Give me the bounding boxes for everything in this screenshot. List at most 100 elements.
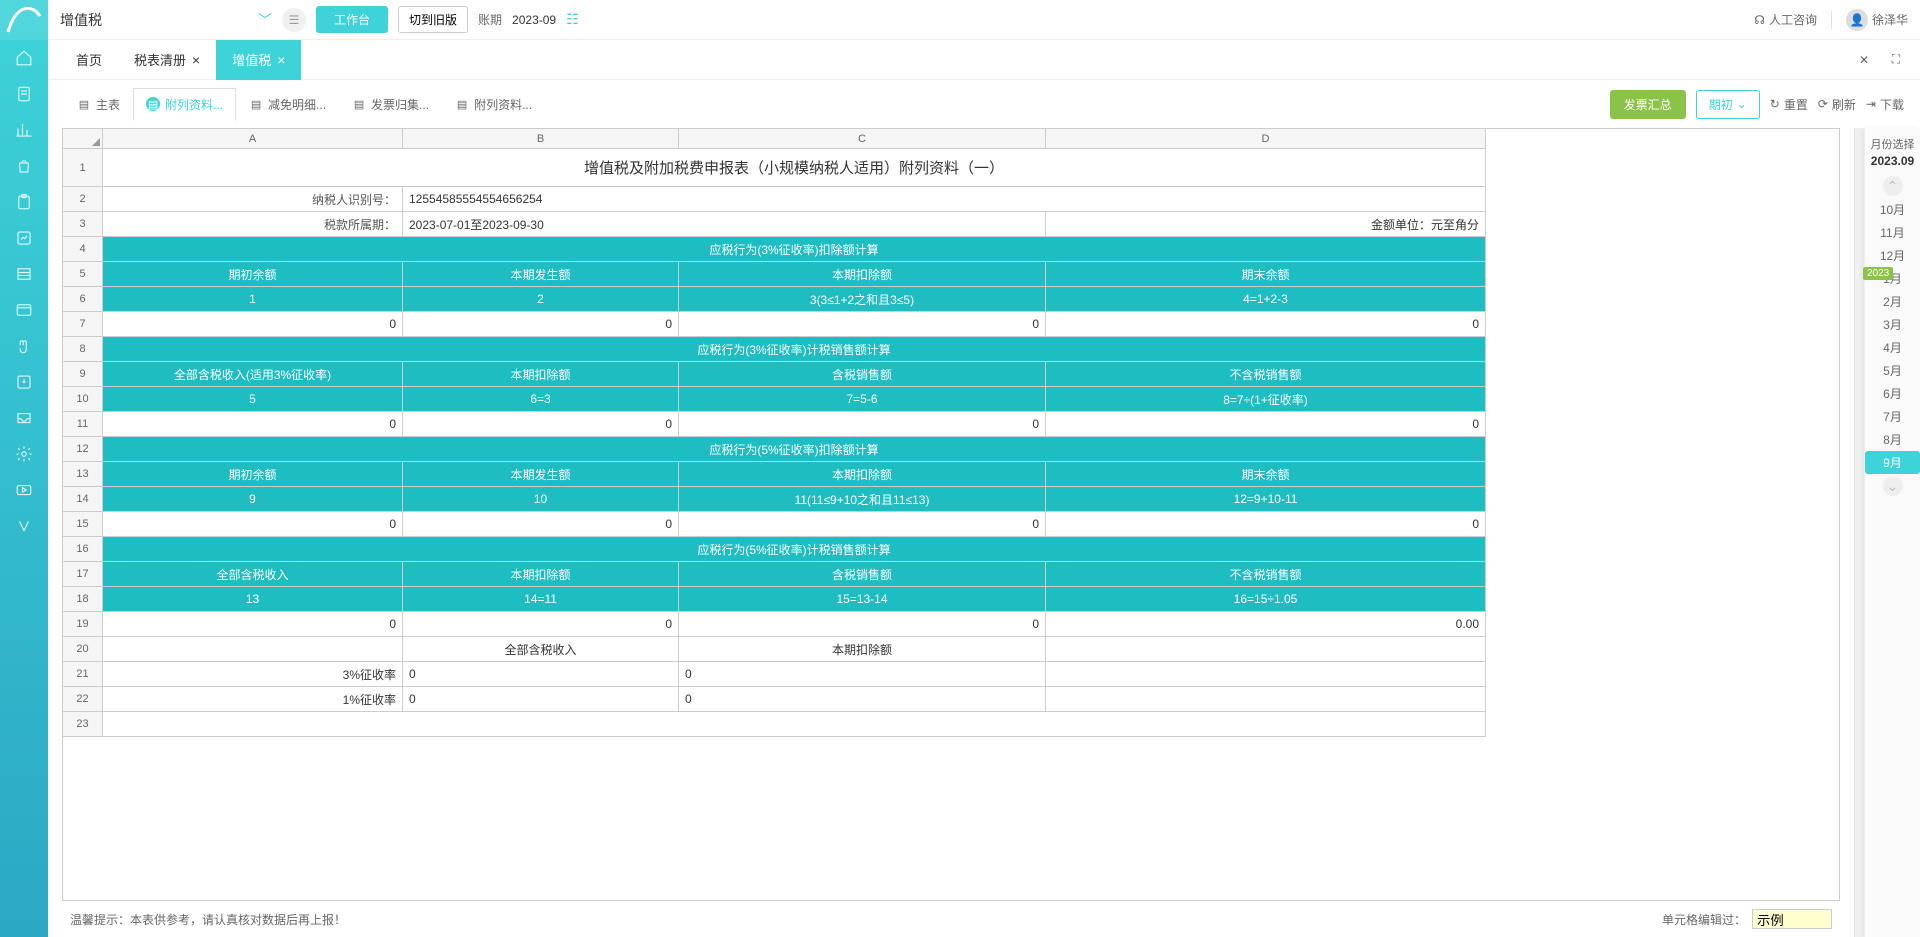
v-icon[interactable]: [0, 508, 48, 544]
note-icon[interactable]: ☰: [282, 8, 306, 32]
rate-label[interactable]: 1%征收率: [103, 687, 403, 712]
col-formula[interactable]: 14=11: [403, 587, 679, 612]
close-icon[interactable]: ×: [192, 52, 200, 68]
sub-tab[interactable]: ▤发票归集...: [339, 88, 442, 121]
section-title[interactable]: 应税行为(3%征收率)扣除额计算: [103, 237, 1486, 262]
col-formula[interactable]: 15=13-14: [679, 587, 1046, 612]
col-label[interactable]: 不含税销售额: [1046, 562, 1486, 587]
value-cell[interactable]: 0: [403, 412, 679, 437]
month-item[interactable]: 3月: [1865, 313, 1920, 336]
col-label[interactable]: 本期扣除额: [403, 562, 679, 587]
month-item[interactable]: 10月: [1865, 198, 1920, 221]
consult-button[interactable]: ☊ 人工咨询: [1754, 11, 1817, 28]
value-cell[interactable]: 0: [103, 412, 403, 437]
sub-tab[interactable]: ▤附列资料...: [442, 88, 545, 121]
main-tab[interactable]: 增值税×: [216, 40, 301, 80]
section-title[interactable]: 应税行为(5%征收率)计税销售额计算: [103, 537, 1486, 562]
sheet-title[interactable]: 增值税及附加税费申报表（小规模纳税人适用）附列资料（一）: [103, 149, 1486, 187]
gear-icon[interactable]: [0, 436, 48, 472]
chevron-down-icon[interactable]: ﹀: [258, 10, 272, 30]
sub-tab[interactable]: ▤主表: [64, 88, 133, 121]
col-formula[interactable]: 9: [103, 487, 403, 512]
col-formula[interactable]: 16=15÷1.05: [1046, 587, 1486, 612]
value-cell[interactable]: 0: [1046, 312, 1486, 337]
col-formula[interactable]: 13: [103, 587, 403, 612]
col-label[interactable]: 不含税销售额: [1046, 362, 1486, 387]
close-all-icon[interactable]: ✕: [1852, 48, 1876, 72]
col-label[interactable]: 本期扣除额: [679, 462, 1046, 487]
user-menu[interactable]: 👤 徐泽华: [1846, 9, 1908, 31]
col-formula[interactable]: 10: [403, 487, 679, 512]
section-title[interactable]: 应税行为(5%征收率)扣除额计算: [103, 437, 1486, 462]
value-cell[interactable]: 0: [103, 512, 403, 537]
value-cell[interactable]: 0: [403, 312, 679, 337]
col-formula[interactable]: 8=7÷(1+征收率): [1046, 387, 1486, 412]
clipboard-icon[interactable]: [0, 184, 48, 220]
cell-edit-example[interactable]: [1752, 909, 1832, 929]
col-label[interactable]: 期末余额: [1046, 262, 1486, 287]
abacus-icon[interactable]: [0, 256, 48, 292]
chart-icon[interactable]: [0, 112, 48, 148]
inbox-icon[interactable]: [0, 400, 48, 436]
reset-button[interactable]: ↻重置: [1770, 96, 1808, 113]
switch-version-button[interactable]: 切到旧版: [398, 6, 468, 33]
period-init-button[interactable]: 期初⌄: [1696, 90, 1760, 119]
col-label[interactable]: 本期发生额: [403, 462, 679, 487]
window-icon[interactable]: [0, 292, 48, 328]
rate-label[interactable]: 3%征收率: [103, 662, 403, 687]
col-label[interactable]: 期初余额: [103, 462, 403, 487]
month-item[interactable]: 6月: [1865, 382, 1920, 405]
month-up-icon[interactable]: ⌃: [1883, 176, 1903, 196]
value-cell[interactable]: 0.00: [1046, 612, 1486, 637]
download-button[interactable]: ⇥下载: [1866, 96, 1904, 113]
value-cell[interactable]: 0: [403, 612, 679, 637]
month-item[interactable]: 9月: [1865, 451, 1920, 474]
col-formula[interactable]: 11(11≤9+10之和且11≤13): [679, 487, 1046, 512]
value-cell[interactable]: 0: [103, 612, 403, 637]
main-tab[interactable]: 首页: [60, 40, 118, 80]
sub-tab[interactable]: ▤附列资料...: [133, 88, 236, 121]
close-icon[interactable]: ×: [277, 52, 285, 68]
value-cell[interactable]: 0: [679, 662, 1046, 687]
col-formula[interactable]: 2: [403, 287, 679, 312]
value-cell[interactable]: 0: [679, 512, 1046, 537]
value-cell[interactable]: 0: [1046, 512, 1486, 537]
value-cell[interactable]: 0: [679, 312, 1046, 337]
empty-cell[interactable]: [1046, 637, 1486, 662]
invoice-summary-button[interactable]: 发票汇总: [1610, 90, 1686, 119]
value-cell[interactable]: 0: [679, 612, 1046, 637]
col-label[interactable]: 期末余额: [1046, 462, 1486, 487]
month-down-icon[interactable]: ⌄: [1883, 476, 1903, 496]
extra-header[interactable]: 本期扣除额: [679, 637, 1046, 662]
video-icon[interactable]: [0, 472, 48, 508]
month-item[interactable]: 7月: [1865, 405, 1920, 428]
col-label[interactable]: 含税销售额: [679, 562, 1046, 587]
empty-cell[interactable]: [103, 637, 403, 662]
col-label[interactable]: 全部含税收入(适用3%征收率): [103, 362, 403, 387]
report-icon[interactable]: [0, 220, 48, 256]
doc-icon[interactable]: [0, 76, 48, 112]
col-label[interactable]: 本期扣除额: [403, 362, 679, 387]
empty-cell[interactable]: [1046, 687, 1486, 712]
value-cell[interactable]: 0: [103, 312, 403, 337]
col-label[interactable]: 含税销售额: [679, 362, 1046, 387]
value-cell[interactable]: 0: [403, 512, 679, 537]
col-formula[interactable]: 1: [103, 287, 403, 312]
col-formula[interactable]: 3(3≤1+2之和且3≤5): [679, 287, 1046, 312]
fullscreen-icon[interactable]: ⛶: [1884, 48, 1908, 72]
month-item[interactable]: 12月: [1865, 244, 1920, 267]
month-item[interactable]: 4月: [1865, 336, 1920, 359]
scrollbar[interactable]: [1854, 128, 1864, 937]
col-formula[interactable]: 7=5-6: [679, 387, 1046, 412]
col-formula[interactable]: 4=1+2-3: [1046, 287, 1486, 312]
month-item[interactable]: 8月: [1865, 428, 1920, 451]
hand-icon[interactable]: [0, 328, 48, 364]
col-formula[interactable]: 6=3: [403, 387, 679, 412]
month-item[interactable]: 2月: [1865, 290, 1920, 313]
calendar-icon[interactable]: ☷: [566, 11, 579, 28]
value-cell[interactable]: 0: [679, 687, 1046, 712]
sub-tab[interactable]: ▤减免明细...: [236, 88, 339, 121]
col-label[interactable]: 本期扣除额: [679, 262, 1046, 287]
main-tab[interactable]: 税表清册×: [118, 40, 216, 80]
month-item[interactable]: 11月: [1865, 221, 1920, 244]
